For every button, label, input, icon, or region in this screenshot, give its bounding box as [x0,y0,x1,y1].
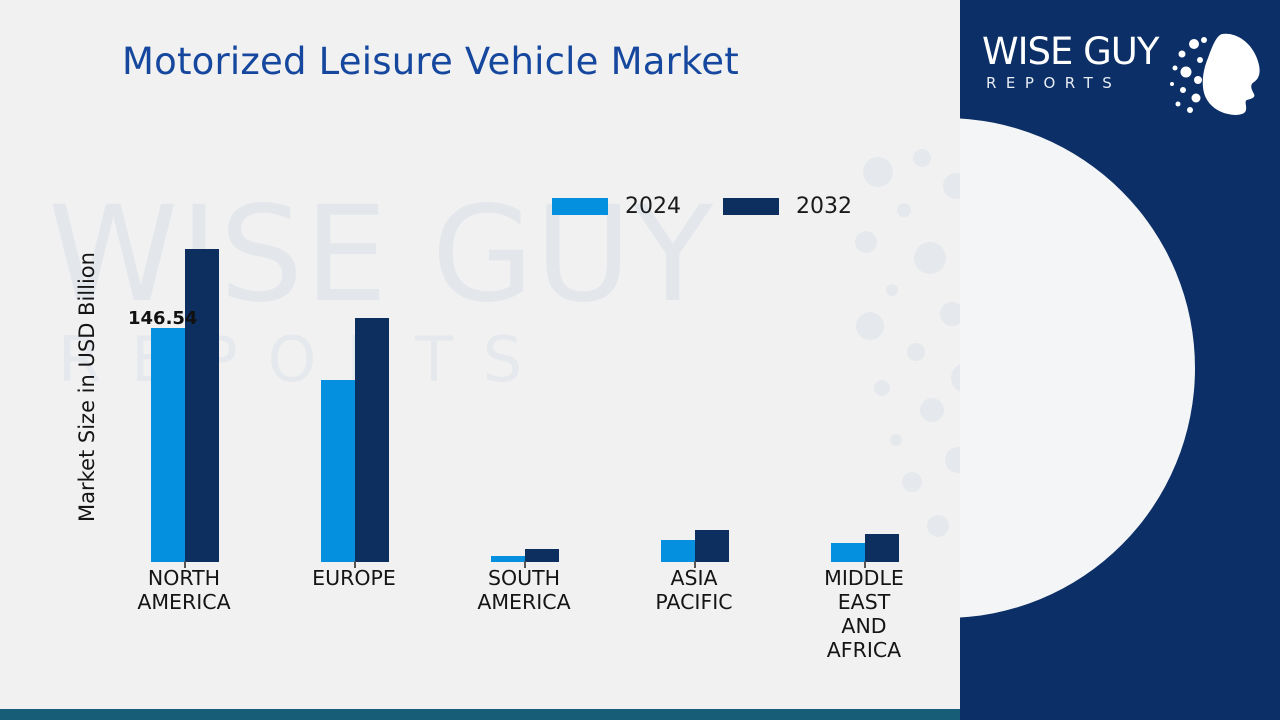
bar-2024[interactable] [661,540,695,562]
brand-logo-primary: WISE GUY [982,30,1159,73]
brand-circle-dots-decoration [960,118,1195,618]
x-axis-tick [184,561,186,568]
legend-label-2032: 2032 [796,194,852,219]
bar-group [831,162,899,562]
bar-2024[interactable] [321,380,355,562]
chart-panel: WISE GUY REPORTS Motorized Leisure Vehic… [0,40,960,720]
bar-2024[interactable] [491,556,525,562]
x-axis-category-label: ASIA PACIFIC [655,566,733,614]
legend-item-2032[interactable]: 2032 [723,194,852,219]
plot-area: NORTH AMERICA EUROPE SOUTH AMERICA ASIA PAC… [137,162,904,662]
legend-swatch-2024 [552,198,608,215]
bar-group [491,162,559,562]
x-axis-category-label: NORTH AMERICA [137,566,231,614]
bar-group [151,162,219,562]
legend-label-2024: 2024 [625,194,681,219]
bar-2024[interactable] [151,328,185,562]
brand-logo-secondary: REPORTS [986,74,1122,92]
legend-swatch-2032 [723,198,779,215]
bar-2024[interactable] [831,543,865,562]
x-axis-tick [694,561,696,568]
x-axis-category-label: SOUTH AMERICA [477,566,571,614]
chart-legend: 2024 2032 [552,194,852,219]
bar-2032[interactable] [355,318,389,562]
brand-panel: WISE GUY REPORTS [960,0,1280,720]
x-axis-tick [864,561,866,568]
x-axis-tick [354,561,356,568]
page-title: Motorized Leisure Vehicle Market [122,40,739,83]
bar-2032[interactable] [865,534,899,562]
bar-2032[interactable] [185,249,219,562]
bar-2032[interactable] [525,549,559,562]
x-axis-category-label: EUROPE [312,566,396,590]
bar-group [661,162,729,562]
brand-logo-text: WISE GUY REPORTS [982,30,1159,94]
legend-item-2024[interactable]: 2024 [552,194,681,219]
bar-group [321,162,389,562]
bar-2032[interactable] [695,530,729,562]
x-axis-tick [524,561,526,568]
bottom-accent-strip [0,709,960,720]
bar-value-label: 146.54 [128,308,198,329]
brand-logo: WISE GUY REPORTS [982,30,1260,115]
x-axis-category-label: MIDDLE EAST AND AFRICA [824,566,904,662]
logo-head-profile-icon [1170,33,1260,115]
